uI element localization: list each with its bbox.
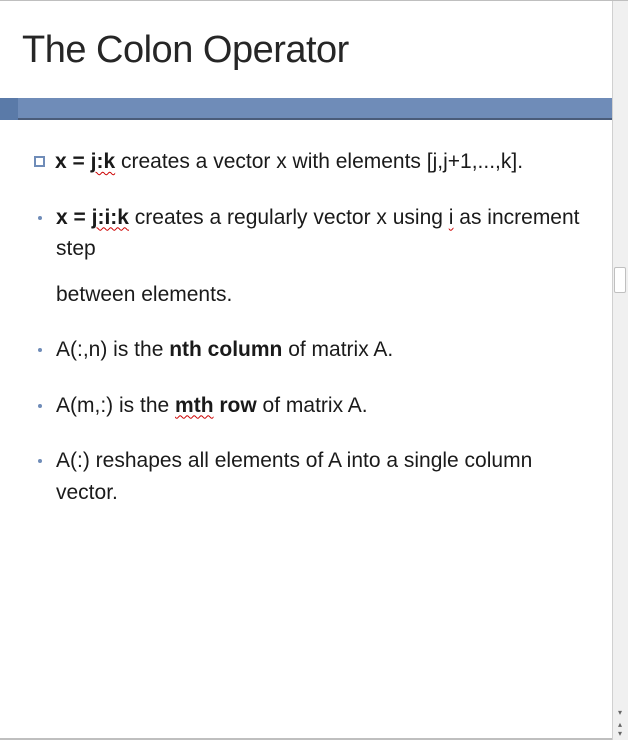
scroll-down-icon[interactable]: ▾ <box>615 708 625 718</box>
bold-text: x = <box>56 206 92 229</box>
bullet-item: A(:,n) is the nth column of matrix A. <box>34 334 582 366</box>
bullet-text: A(:,n) is the nth column of matrix A. <box>56 334 582 366</box>
slide: The Colon Operator x = j:k creates a vec… <box>0 1 612 738</box>
plain-text: of matrix A. <box>257 394 368 417</box>
scroll-nav-icon[interactable]: ▴▾ <box>614 720 626 738</box>
plain-text: creates a vector x with elements [j,j+1,… <box>115 150 523 173</box>
plain-text: between elements. <box>56 279 582 311</box>
code-text: j:i:k <box>92 206 129 229</box>
accent-bar-left <box>0 98 18 120</box>
scrollbar-thumb[interactable] <box>614 267 626 293</box>
plain-text: A(m,:) is the <box>56 394 175 417</box>
dot-bullet-icon <box>38 404 42 408</box>
vertical-scrollbar[interactable]: ▾ ▴▾ <box>612 1 628 740</box>
bullet-item: x = j:i:k creates a regularly vector x u… <box>34 202 582 311</box>
plain-text: of matrix A. <box>282 338 393 361</box>
dot-bullet-icon <box>38 216 42 220</box>
bullet-item: A(m,:) is the mth row of matrix A. <box>34 390 582 422</box>
code-text: j:k <box>91 150 116 173</box>
accent-bar <box>0 98 612 120</box>
square-bullet-icon <box>34 156 45 167</box>
dot-bullet-icon <box>38 459 42 463</box>
slide-title: The Colon Operator <box>0 1 612 72</box>
bullet-text: x = j:i:k creates a regularly vector x u… <box>56 202 582 311</box>
bullet-text: A(:) reshapes all elements of A into a s… <box>56 445 582 508</box>
bullet-item: A(:) reshapes all elements of A into a s… <box>34 445 582 508</box>
plain-text: A(:,n) is the <box>56 338 169 361</box>
bullet-text: A(m,:) is the mth row of matrix A. <box>56 390 582 422</box>
plain-text: A(:) reshapes all elements of A into a s… <box>56 449 532 504</box>
dot-bullet-icon <box>38 348 42 352</box>
slide-content: x = j:k creates a vector x with elements… <box>0 120 612 508</box>
bold-text: row <box>219 394 256 417</box>
bullet-text: x = j:k creates a vector x with elements… <box>55 146 582 178</box>
bullet-item: x = j:k creates a vector x with elements… <box>34 146 582 178</box>
bold-text: nth column <box>169 338 282 361</box>
plain-text: creates a regularly vector x using <box>129 206 449 229</box>
bold-text: x = <box>55 150 91 173</box>
bold-underline-text: mth <box>175 394 214 417</box>
